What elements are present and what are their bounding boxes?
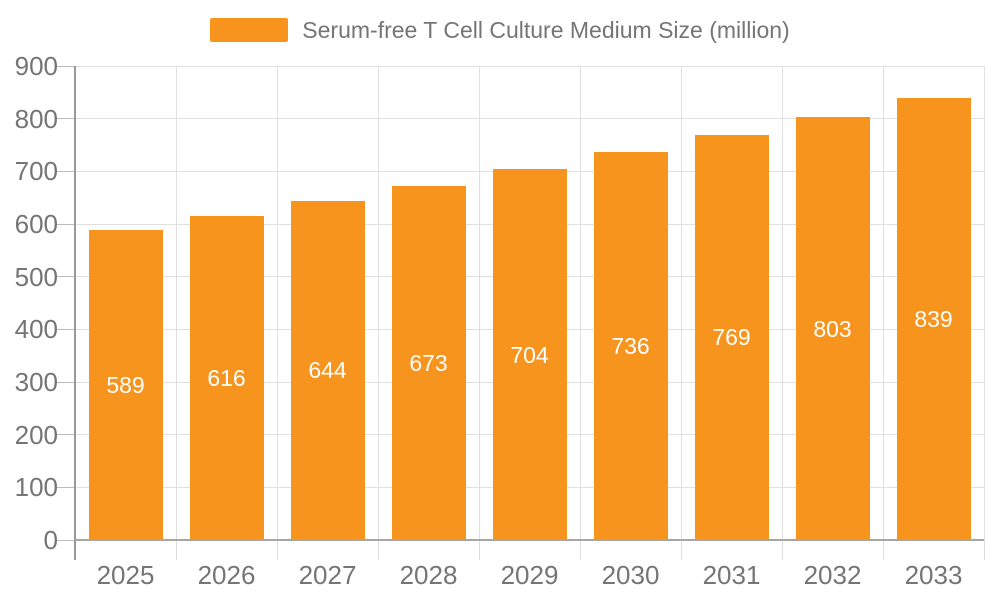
x-axis-tick [983,540,985,560]
x-axis-line [75,539,984,541]
grid-line-vertical [377,66,379,540]
y-axis-label: 600 [14,209,58,239]
y-axis-line [74,66,76,560]
x-axis-tick [175,540,177,560]
y-axis-label: 200 [14,419,58,450]
legend-swatch [210,18,289,42]
grid-line-vertical [276,66,278,540]
x-axis-label: 2025 [96,560,155,590]
grid-line-horizontal [75,118,984,120]
grid-line-vertical [478,66,480,540]
bar[interactable] [593,152,668,540]
y-axis-label: 100 [14,472,58,503]
grid-line-horizontal [75,65,984,67]
grid-line-vertical [882,66,884,540]
grid-line-vertical [781,66,783,540]
bar[interactable] [492,169,567,540]
x-axis-label: 2028 [399,560,458,590]
y-axis-tick [55,434,75,436]
bar[interactable] [88,229,163,540]
y-axis-tick [55,65,75,67]
x-axis-tick [680,540,682,560]
grid-line-vertical [175,66,177,540]
bar[interactable] [290,200,365,540]
y-axis-label: 700 [14,156,58,187]
y-axis-label: 300 [14,367,58,397]
legend[interactable]: Serum-free T Cell Culture Medium Size (m… [0,14,1000,46]
bar[interactable] [694,134,769,540]
legend-label: Serum-free T Cell Culture Medium Size (m… [302,16,790,43]
x-axis-label: 2027 [298,560,357,590]
x-axis-tick [781,540,783,560]
bar-value-label: 704 [510,341,549,368]
y-axis-tick [55,223,75,225]
grid-line-vertical [680,66,682,540]
y-axis-tick [55,486,75,488]
y-axis-label: 0 [43,525,58,555]
x-axis-tick [579,540,581,560]
bar-value-label: 673 [409,349,448,376]
grid-line-vertical [983,66,985,540]
y-axis-label: 400 [14,314,58,345]
x-axis-label: 2031 [702,560,761,590]
y-axis-tick [55,381,75,383]
x-axis-tick [377,540,379,560]
y-axis-tick [55,170,75,172]
x-axis-tick [882,540,884,560]
y-axis-tick [55,276,75,278]
x-axis-tick [276,540,278,560]
x-axis-label: 2032 [803,560,862,590]
x-axis-label: 2030 [601,560,660,590]
bar-value-label: 769 [712,324,751,351]
bar[interactable] [391,185,466,540]
y-axis-tick [55,539,75,541]
x-axis-label: 2033 [904,560,963,590]
bar[interactable] [795,117,870,540]
x-axis-label: 2026 [197,560,256,590]
y-axis-tick [55,118,75,120]
x-axis-tick [478,540,480,560]
bar-value-label: 803 [813,315,852,342]
grid-line-vertical [579,66,581,540]
y-axis-label: 900 [14,51,58,81]
bar-value-label: 589 [106,371,145,398]
bar-value-label: 616 [207,364,246,391]
y-axis-label: 800 [14,103,58,134]
bar[interactable] [896,98,971,540]
bar-value-label: 839 [914,306,953,333]
x-axis-label: 2029 [500,560,559,590]
bar[interactable] [189,215,264,540]
y-axis-tick [55,328,75,330]
bar-value-label: 644 [308,357,347,384]
bar-value-label: 736 [611,333,650,360]
y-axis-label: 500 [14,261,58,292]
